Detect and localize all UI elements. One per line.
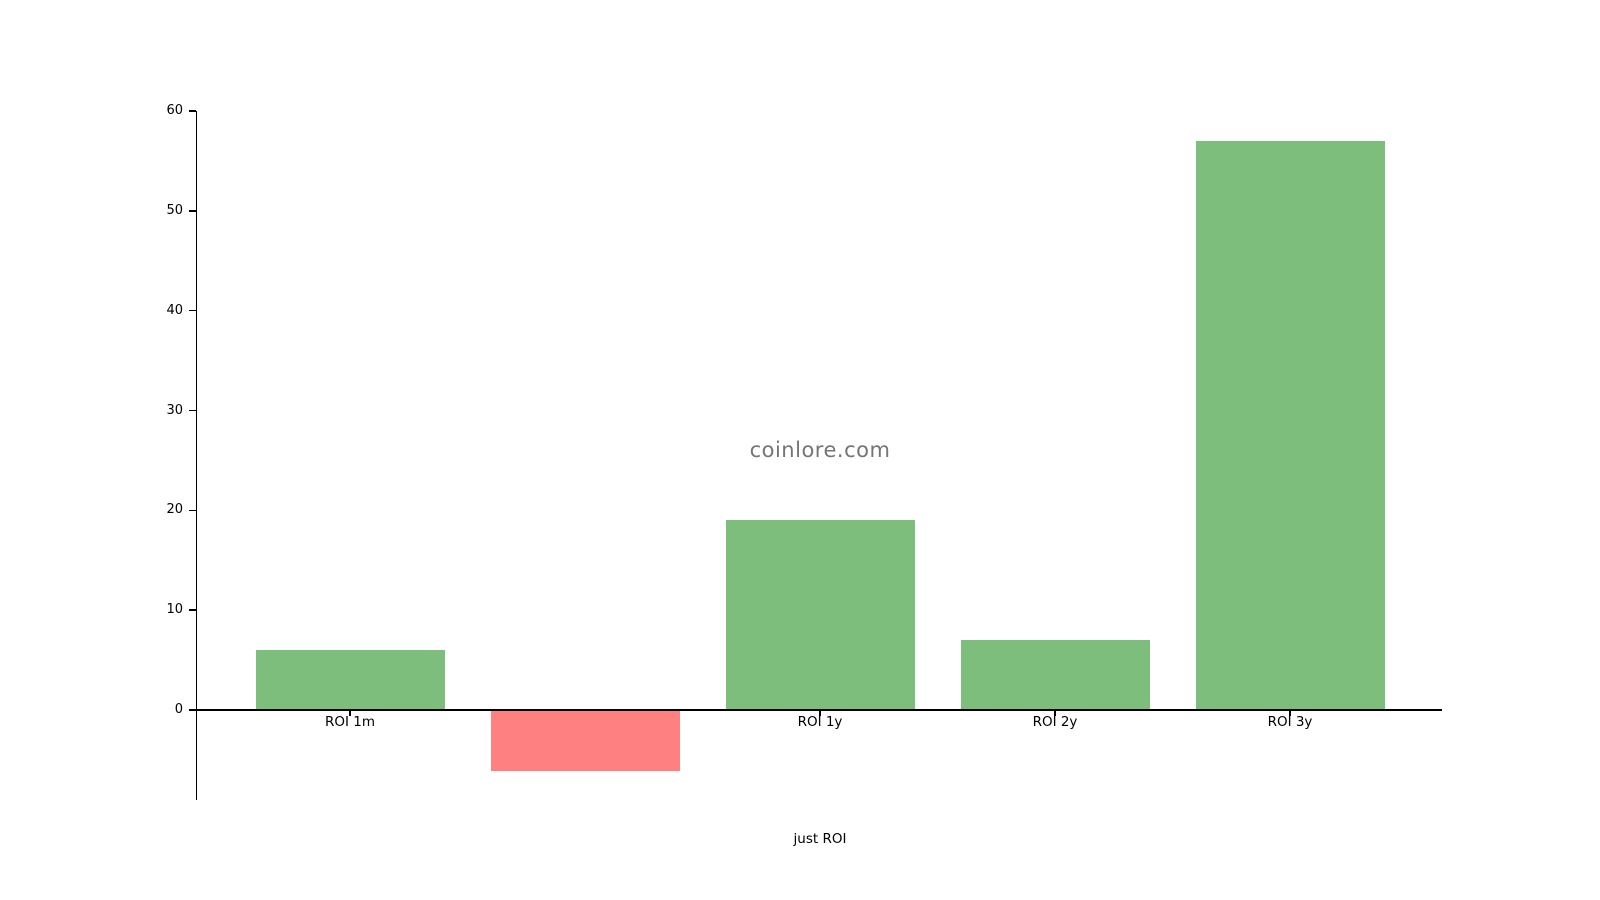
bar <box>1195 140 1385 710</box>
y-axis-spine <box>195 111 197 800</box>
x-axis-line <box>195 709 1442 711</box>
x-tick-mark <box>1054 710 1056 716</box>
bar <box>725 520 915 710</box>
y-tick-label: 60 <box>166 103 183 118</box>
x-tick-label: ROI 1y <box>797 714 843 730</box>
bar <box>255 650 445 710</box>
x-tick-label: ROI 3y <box>1267 714 1313 730</box>
y-tick-label: 40 <box>166 302 183 318</box>
y-tick-mark <box>188 509 196 512</box>
x-axis-title: just ROI <box>793 831 847 847</box>
y-tick-label: 0 <box>174 702 183 717</box>
x-tick-label: ROI 2y <box>1032 714 1078 730</box>
y-tick-label: 20 <box>166 502 183 518</box>
x-tick-mark <box>1289 710 1291 716</box>
y-tick-mark <box>188 709 196 711</box>
watermark: coinlore.com <box>749 438 891 462</box>
bar <box>490 710 680 771</box>
y-tick-mark <box>188 210 196 212</box>
x-tick-label: ROI 1m <box>324 714 376 730</box>
y-tick-label: 30 <box>166 402 183 418</box>
x-tick-mark <box>349 710 351 716</box>
x-tick-mark <box>819 710 821 716</box>
y-tick-label: 10 <box>166 602 183 618</box>
y-tick-mark <box>188 110 196 112</box>
y-tick-mark <box>188 309 196 312</box>
y-tick-label: 50 <box>166 202 183 218</box>
y-tick-mark <box>188 609 196 611</box>
y-tick-mark <box>188 409 196 412</box>
bar <box>960 640 1150 710</box>
